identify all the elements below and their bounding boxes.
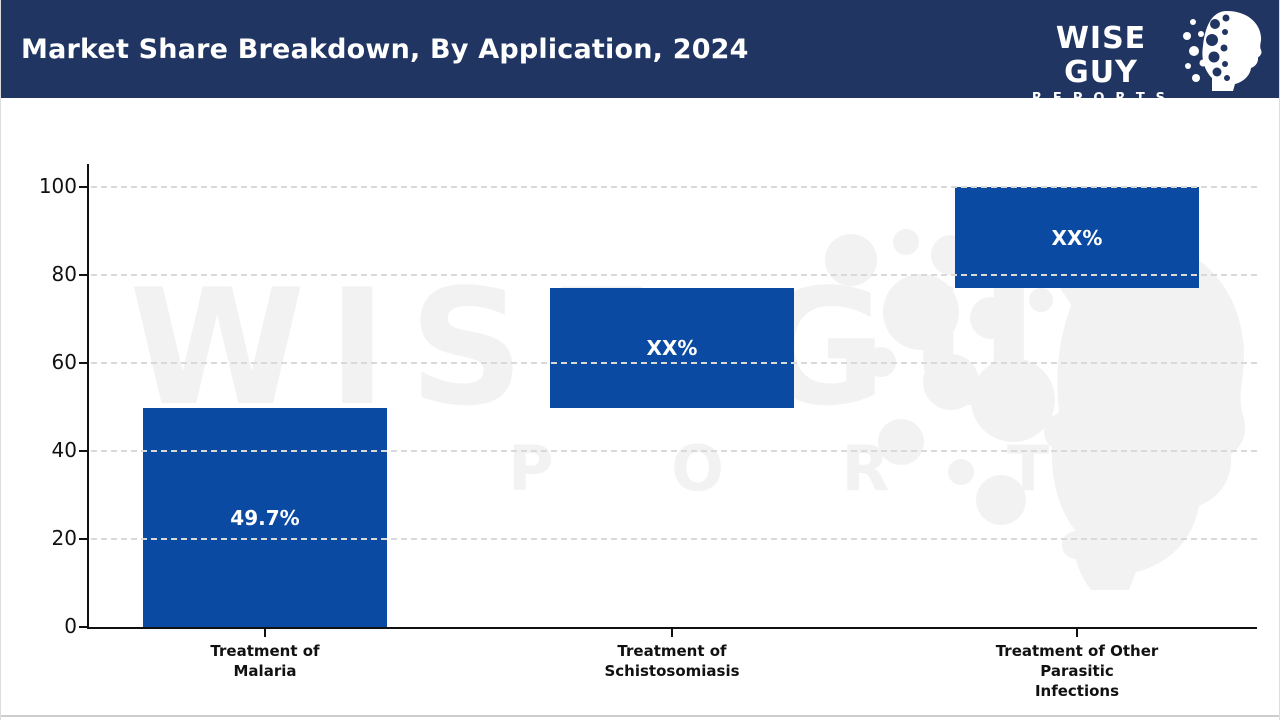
wiseguy-logo-wordmark: WISE GUY <box>1055 21 1147 90</box>
wiseguy-logo: WISE GUY REPORTS <box>1017 8 1267 106</box>
category-label: Treatment of Other Parasitic Infections <box>907 641 1247 701</box>
category-label-line: Treatment of <box>210 642 320 660</box>
category-label-line: Treatment of Other <box>995 642 1159 660</box>
bar-value-label: XX% <box>646 336 698 361</box>
gridline <box>91 362 1257 364</box>
bar-segment: XX% <box>955 187 1199 289</box>
wiseguy-logo-subtitle: REPORTS <box>1031 91 1177 106</box>
y-tick-label: 100 <box>38 174 77 198</box>
y-tick-label: 0 <box>64 614 77 638</box>
category-label: Treatment of Malaria <box>95 641 435 681</box>
x-axis-spine <box>87 627 1257 629</box>
header-bar: Market Share Breakdown, By Application, … <box>1 0 1279 106</box>
y-tick-mark <box>79 274 87 276</box>
category-label-line: Infections <box>1034 682 1120 700</box>
gridline <box>91 186 1257 188</box>
x-tick-mark <box>264 629 266 637</box>
gridline <box>91 274 1257 276</box>
category-label-line: Treatment of <box>617 642 727 660</box>
gridline <box>91 538 1257 540</box>
page-title: Market Share Breakdown, By Application, … <box>21 33 749 65</box>
category-label-line: Malaria <box>233 662 297 680</box>
gridline <box>91 450 1257 452</box>
bar-segment: XX% <box>550 288 794 409</box>
y-tick-label: 60 <box>51 350 77 374</box>
category-label-line: Schistosomiasis <box>604 662 740 680</box>
bar-value-label: XX% <box>1051 225 1103 250</box>
footer-rule <box>1 715 1279 717</box>
x-tick-mark <box>671 629 673 637</box>
bar-value-label: 49.7% <box>230 505 300 530</box>
category-label: Treatment of Schistosomiasis <box>502 641 842 681</box>
y-tick-label: 40 <box>51 438 77 462</box>
wiseguy-logo-face-icon <box>1183 11 1262 91</box>
y-tick-mark <box>79 362 87 364</box>
bar-segment: 49.7% <box>143 408 387 627</box>
y-tick-mark <box>79 626 87 628</box>
y-tick-mark <box>79 538 87 540</box>
category-label-line: Parasitic <box>1040 662 1114 680</box>
y-tick-mark <box>79 450 87 452</box>
y-axis-spine <box>87 164 89 629</box>
chart-area: 0 20 40 60 80 100 49.7% Treatment of Malaria XX% T… <box>1 98 1279 715</box>
wiseguy-logo-text: WISE GUY REPORTS <box>1017 22 1185 108</box>
y-tick-mark <box>79 186 87 188</box>
x-tick-mark <box>1076 629 1078 637</box>
y-tick-label: 80 <box>51 262 77 286</box>
y-tick-label: 20 <box>51 526 77 550</box>
